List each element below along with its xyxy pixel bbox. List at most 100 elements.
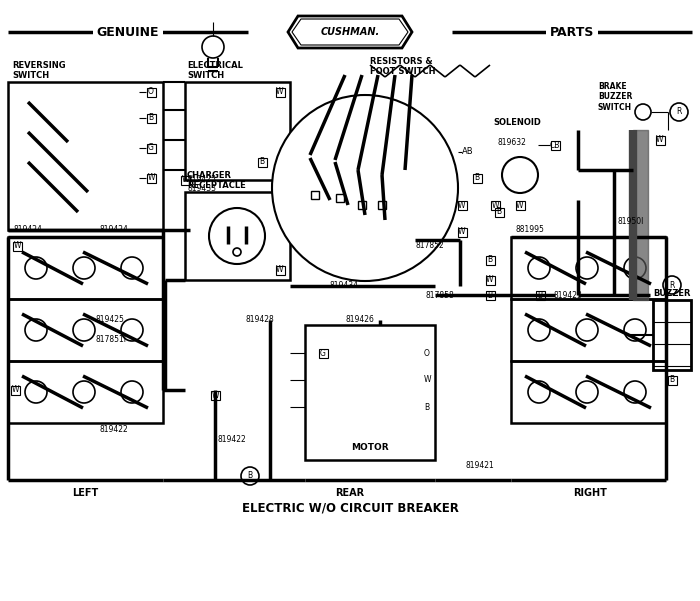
Circle shape <box>624 257 646 279</box>
Bar <box>473 174 482 183</box>
Text: W: W <box>181 175 189 185</box>
Text: 81950I: 81950I <box>617 218 643 227</box>
Text: 819422: 819422 <box>100 426 129 435</box>
Bar <box>8 82 163 230</box>
Text: GENUINE: GENUINE <box>97 25 160 38</box>
Text: 819424: 819424 <box>13 225 42 234</box>
Bar <box>305 325 435 460</box>
Bar <box>486 290 494 299</box>
Bar <box>458 201 466 210</box>
Text: 819425: 819425 <box>95 316 124 325</box>
Text: W: W <box>211 391 218 400</box>
Text: ELECTRICAL
SWITCH: ELECTRICAL SWITCH <box>187 61 243 80</box>
Text: 819433: 819433 <box>187 184 216 193</box>
Text: W: W <box>458 228 466 237</box>
Circle shape <box>528 257 550 279</box>
Text: B: B <box>669 376 675 385</box>
Text: 819422: 819422 <box>217 436 246 445</box>
Circle shape <box>202 36 224 58</box>
Text: W: W <box>11 385 19 394</box>
Circle shape <box>576 381 598 403</box>
Circle shape <box>624 381 646 403</box>
Circle shape <box>121 319 143 341</box>
Text: RESISTORS &
FOOT SWITCH: RESISTORS & FOOT SWITCH <box>370 57 435 76</box>
Text: MOTOR: MOTOR <box>351 444 388 453</box>
Text: B: B <box>475 174 480 183</box>
Bar <box>8 361 163 423</box>
Bar <box>10 385 20 394</box>
Text: W: W <box>491 201 498 210</box>
Circle shape <box>233 248 241 256</box>
Bar <box>486 275 494 284</box>
Text: BRAKE
BUZZER
SWITCH: BRAKE BUZZER SWITCH <box>598 82 632 112</box>
Text: 819434: 819434 <box>330 281 359 290</box>
Circle shape <box>576 257 598 279</box>
Circle shape <box>25 319 47 341</box>
Circle shape <box>241 467 259 485</box>
Text: AB: AB <box>462 147 474 156</box>
Bar <box>146 144 155 153</box>
Circle shape <box>25 381 47 403</box>
Text: B: B <box>487 290 493 299</box>
Text: CHARGER
RECEPTACLE: CHARGER RECEPTACLE <box>187 171 246 190</box>
Bar <box>655 135 664 144</box>
Bar <box>458 228 466 237</box>
Text: W: W <box>517 201 524 210</box>
Bar <box>318 349 328 358</box>
Text: B: B <box>260 157 265 166</box>
Bar <box>486 255 494 264</box>
Circle shape <box>635 104 651 120</box>
Text: B: B <box>424 403 430 412</box>
Bar <box>146 174 155 183</box>
Text: 817858: 817858 <box>425 290 454 299</box>
Bar <box>8 237 163 299</box>
Bar <box>276 266 284 275</box>
Text: LEFT: LEFT <box>72 488 98 498</box>
Polygon shape <box>288 16 412 48</box>
Text: O: O <box>424 349 430 358</box>
Bar <box>146 114 155 123</box>
Bar <box>491 201 500 210</box>
Text: 819632: 819632 <box>497 138 526 147</box>
Text: 819428: 819428 <box>245 316 274 325</box>
Circle shape <box>576 319 598 341</box>
Circle shape <box>528 381 550 403</box>
Text: 819426: 819426 <box>345 316 374 325</box>
Text: W: W <box>657 135 664 144</box>
Circle shape <box>73 381 95 403</box>
Bar <box>336 194 344 202</box>
Bar <box>511 299 666 361</box>
Text: 881995: 881995 <box>516 225 545 234</box>
Bar <box>653 300 691 370</box>
Circle shape <box>528 319 550 341</box>
Text: R: R <box>669 281 675 290</box>
Circle shape <box>121 257 143 279</box>
Text: 819424: 819424 <box>100 225 129 234</box>
Circle shape <box>209 208 265 264</box>
Text: W: W <box>458 201 466 210</box>
Circle shape <box>272 95 458 281</box>
Text: 819421: 819421 <box>465 462 493 471</box>
Text: W: W <box>486 275 493 284</box>
Circle shape <box>670 103 688 121</box>
Text: G: G <box>320 349 326 358</box>
Bar <box>276 88 284 97</box>
Bar <box>211 391 220 400</box>
Bar <box>258 157 267 166</box>
Bar <box>311 191 319 199</box>
Text: 819425: 819425 <box>187 175 216 185</box>
Bar <box>550 141 559 150</box>
Bar <box>181 175 190 185</box>
Bar <box>185 192 290 280</box>
Text: BUZZER: BUZZER <box>653 289 691 298</box>
Bar <box>185 82 290 180</box>
Text: B: B <box>247 472 253 481</box>
Bar <box>8 299 163 361</box>
Bar <box>536 290 545 299</box>
Bar <box>511 237 666 299</box>
Text: B: B <box>487 255 493 264</box>
Text: REAR: REAR <box>335 488 365 498</box>
Text: W: W <box>424 376 430 385</box>
Bar <box>494 207 503 216</box>
Text: REVERSING
SWITCH: REVERSING SWITCH <box>12 61 66 80</box>
